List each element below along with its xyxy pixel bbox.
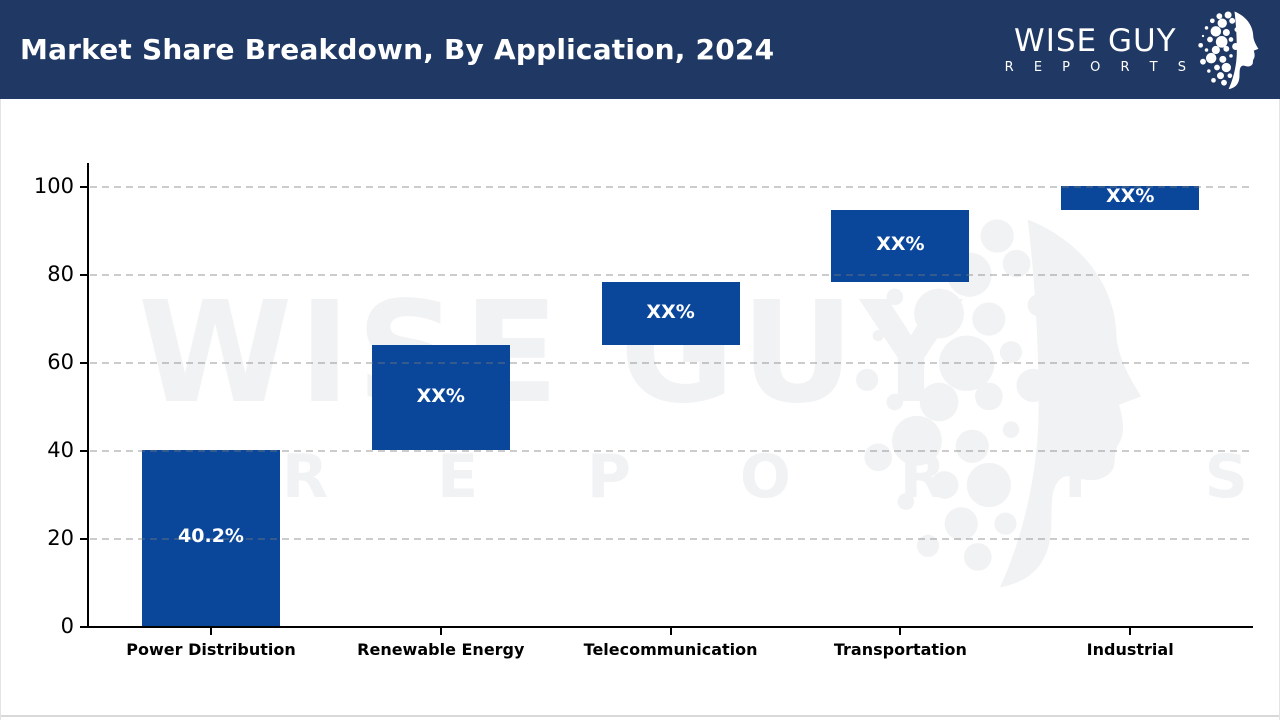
y-tick [80,361,87,364]
y-tick [80,537,87,540]
brand-logo: WISE GUY R E P O R T S [997,9,1266,91]
gridline [90,361,1253,364]
x-tick [669,628,672,635]
bar [371,345,510,450]
x-tick-label: Industrial [1086,640,1174,659]
y-tick-label: 40 [47,437,74,462]
y-tick [80,186,87,189]
brand-name: WISE GUY [1014,22,1177,59]
x-axis-spine [87,626,1253,628]
y-tick-label: 100 [33,174,74,199]
gridline [90,537,1253,540]
gridline [90,186,1253,189]
gridline [90,274,1253,277]
x-tick-label: Renewable Energy [357,640,525,659]
x-tick [1129,628,1132,635]
bottom-border [0,715,1280,717]
x-tick-label: Telecommunication [583,640,758,659]
y-tick-label: 60 [47,349,74,374]
x-tick [210,628,212,635]
wiseguy-face-icon [1196,9,1266,91]
y-axis-spine [87,163,89,628]
x-tick [899,628,902,635]
brand-wordmark: WISE GUY R E P O R T S [997,22,1194,75]
bar [1061,185,1200,211]
bar-value-label: XX% [646,300,695,323]
brand-sub: R E P O R T S [1004,59,1194,75]
x-tick [439,628,442,635]
y-tick-label: 80 [47,262,74,287]
watermark-text: WISE GUY [138,272,968,435]
bar-value-label: XX% [876,233,925,256]
page-title: Market Share Breakdown, By Application, … [20,33,775,66]
left-border [0,99,1,720]
gridline [90,449,1253,452]
bar [142,449,280,627]
y-tick-label: 20 [47,525,74,550]
header: Market Share Breakdown, By Application, … [0,0,1280,99]
x-tick-label: Transportation [833,640,967,659]
bar-value-label: XX% [1106,185,1155,208]
bar-value-label: XX% [416,384,465,407]
y-tick [80,625,87,628]
bar [831,210,970,282]
y-tick-label: 0 [60,613,74,638]
y-tick [80,274,87,277]
bar-value-label: 40.2% [178,525,244,548]
bar [601,281,740,346]
y-tick [80,449,87,452]
x-tick-label: Power Distribution [126,640,296,659]
